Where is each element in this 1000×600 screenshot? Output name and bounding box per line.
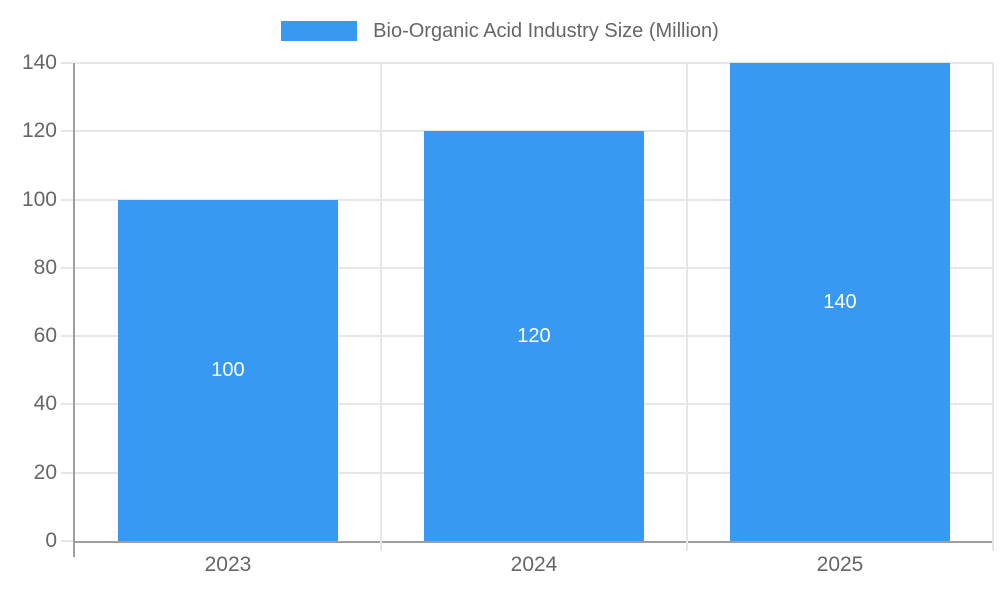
plot-area: 0 20 40 60 80 100 120 140 100 2023 120 2024 140 2025 [22,51,994,576]
y-axis-tick-label: 100 [21,187,57,211]
legend-label: Bio-Organic Acid Industry Size (Million) [373,20,719,42]
y-axis-tick-label: 80 [33,255,57,279]
x-axis-tick [992,541,994,551]
y-axis-tick [61,130,73,133]
y-axis-tick [61,266,73,269]
y-axis-tick [61,62,73,64]
gridline-horizontal [75,62,993,64]
chart-legend: Bio-Organic Acid Industry Size (Million) [0,18,1000,44]
bar-value-label: 140 [823,290,857,313]
x-axis-tick [379,541,382,551]
bar[interactable]: 120 [423,131,645,541]
y-axis-tick-label: 0 [45,529,57,552]
legend-swatch [281,21,358,41]
x-axis-tick-label: 2024 [510,553,558,576]
bar-value-label: 120 [517,324,551,347]
gridline-vertical [379,63,382,541]
gridline-vertical [992,63,994,541]
y-axis-tick-label: 140 [21,51,57,74]
y-axis-tick-label: 40 [33,392,57,416]
y-axis-tick-label: 60 [33,324,57,348]
legend-item[interactable]: Bio-Organic Acid Industry Size (Million) [281,18,719,44]
bar-value-label: 100 [211,358,245,381]
gridline-horizontal [75,130,993,133]
y-axis-tick [61,540,73,542]
y-axis-tick-label: 20 [33,460,57,484]
x-axis-tick-label: 2023 [204,553,252,576]
bar[interactable]: 100 [117,199,339,541]
y-axis-tick-label: 120 [21,119,57,143]
y-axis-tick [61,471,73,474]
x-axis-tick [685,541,688,551]
gridline-vertical [685,63,688,541]
y-axis-line-extension [73,541,75,557]
bar[interactable]: 140 [729,63,951,541]
y-axis-tick [61,198,73,201]
y-axis-tick [61,335,73,338]
x-axis-tick-label: 2025 [816,553,864,576]
y-axis-tick [61,403,73,406]
